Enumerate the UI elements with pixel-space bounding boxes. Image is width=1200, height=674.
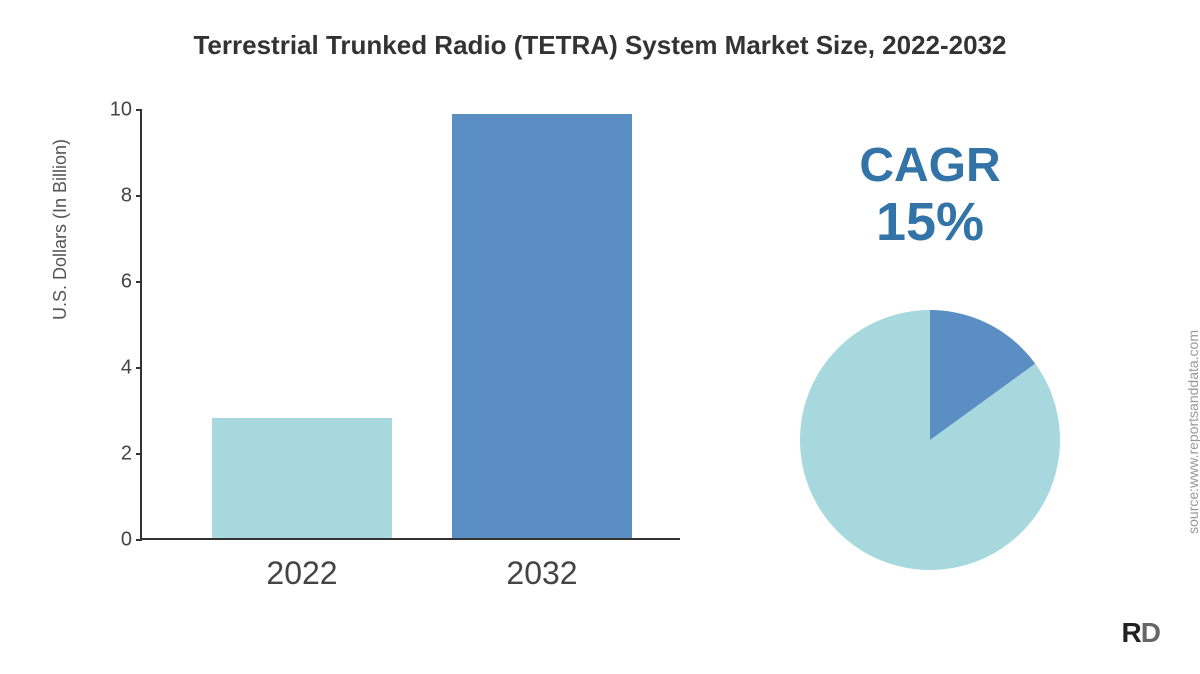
ytick-mark	[136, 109, 142, 111]
xtick-label: 2032	[452, 555, 632, 592]
cagr-block: CAGR 15%	[790, 140, 1070, 252]
logo-d: D	[1141, 617, 1160, 648]
ytick-mark	[136, 281, 142, 283]
logo: RD	[1122, 617, 1160, 649]
ytick-mark	[136, 453, 142, 455]
ytick-mark	[136, 195, 142, 197]
ytick-label: 10	[102, 99, 132, 122]
source-attribution: source:www.reportsanddata.com	[1185, 330, 1200, 534]
bar	[212, 418, 392, 538]
ytick-label: 8	[102, 185, 132, 208]
pie-circle	[800, 310, 1060, 570]
ytick-label: 4	[102, 357, 132, 380]
ytick-label: 6	[102, 271, 132, 294]
bar-chart: 024681020222032	[140, 110, 680, 540]
logo-r: R	[1122, 617, 1141, 648]
bar	[452, 114, 632, 538]
ytick-label: 2	[102, 443, 132, 466]
plot-area: 024681020222032	[140, 110, 680, 540]
ytick-label: 0	[102, 529, 132, 552]
pie-chart	[800, 310, 1060, 570]
cagr-value: 15%	[790, 193, 1070, 252]
ytick-mark	[136, 539, 142, 541]
y-axis-label: U.S. Dollars (In Billion)	[50, 139, 71, 320]
ytick-mark	[136, 367, 142, 369]
cagr-label: CAGR	[790, 140, 1070, 193]
xtick-label: 2022	[212, 555, 392, 592]
chart-title: Terrestrial Trunked Radio (TETRA) System…	[0, 30, 1200, 61]
